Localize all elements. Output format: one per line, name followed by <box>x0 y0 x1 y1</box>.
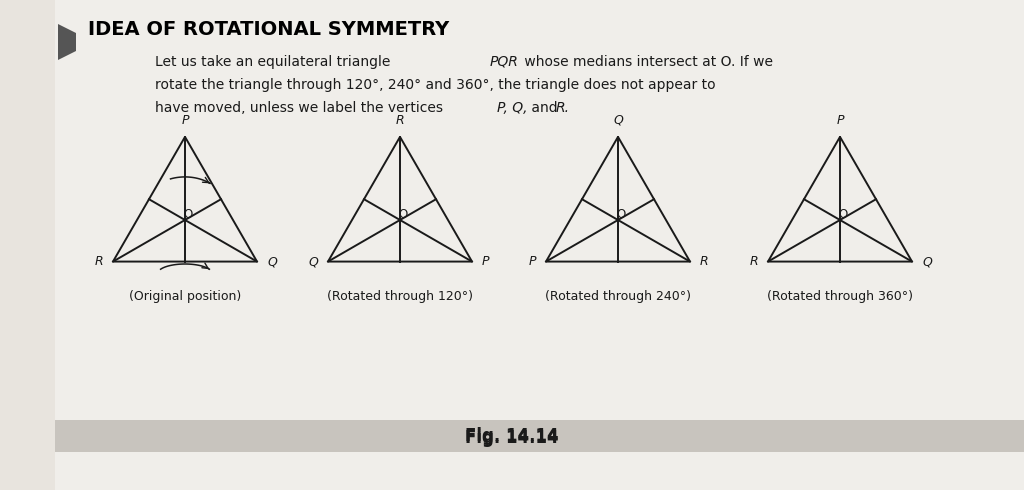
Text: (Rotated through 360°): (Rotated through 360°) <box>767 290 913 302</box>
Text: R: R <box>94 255 103 268</box>
Text: P: P <box>528 255 536 268</box>
Text: R: R <box>750 255 758 268</box>
Text: have moved, unless we label the vertices: have moved, unless we label the vertices <box>155 101 447 115</box>
Text: Q: Q <box>267 255 276 268</box>
Text: P: P <box>181 114 188 127</box>
Text: Q: Q <box>922 255 932 268</box>
Text: O: O <box>183 209 193 221</box>
Text: O: O <box>839 209 848 221</box>
Text: P, Q,: P, Q, <box>497 101 527 115</box>
Text: Fig. 14.14: Fig. 14.14 <box>465 427 559 445</box>
Text: P: P <box>837 114 844 127</box>
Text: (Original position): (Original position) <box>129 290 241 302</box>
Text: Q: Q <box>308 255 318 268</box>
Text: and: and <box>527 101 562 115</box>
Text: PQR: PQR <box>490 55 519 69</box>
Text: O: O <box>616 209 626 221</box>
Text: (Rotated through 240°): (Rotated through 240°) <box>545 290 691 302</box>
Text: R: R <box>700 255 709 268</box>
Text: Fig. 14.14: Fig. 14.14 <box>465 429 559 447</box>
Bar <box>55 420 1024 452</box>
Text: Let us take an equilateral triangle: Let us take an equilateral triangle <box>155 55 394 69</box>
Text: R: R <box>395 114 404 127</box>
Text: rotate the triangle through 120°, 240° and 360°, the triangle does not appear to: rotate the triangle through 120°, 240° a… <box>155 78 716 92</box>
FancyBboxPatch shape <box>55 0 1024 490</box>
Polygon shape <box>58 24 76 60</box>
Text: (Rotated through 120°): (Rotated through 120°) <box>327 290 473 302</box>
Text: whose medians intersect at O. If we: whose medians intersect at O. If we <box>520 55 773 69</box>
Text: R.: R. <box>556 101 570 115</box>
Text: P: P <box>482 255 489 268</box>
Text: IDEA OF ROTATIONAL SYMMETRY: IDEA OF ROTATIONAL SYMMETRY <box>88 21 450 40</box>
Text: O: O <box>398 209 408 221</box>
Text: Q: Q <box>613 114 623 127</box>
